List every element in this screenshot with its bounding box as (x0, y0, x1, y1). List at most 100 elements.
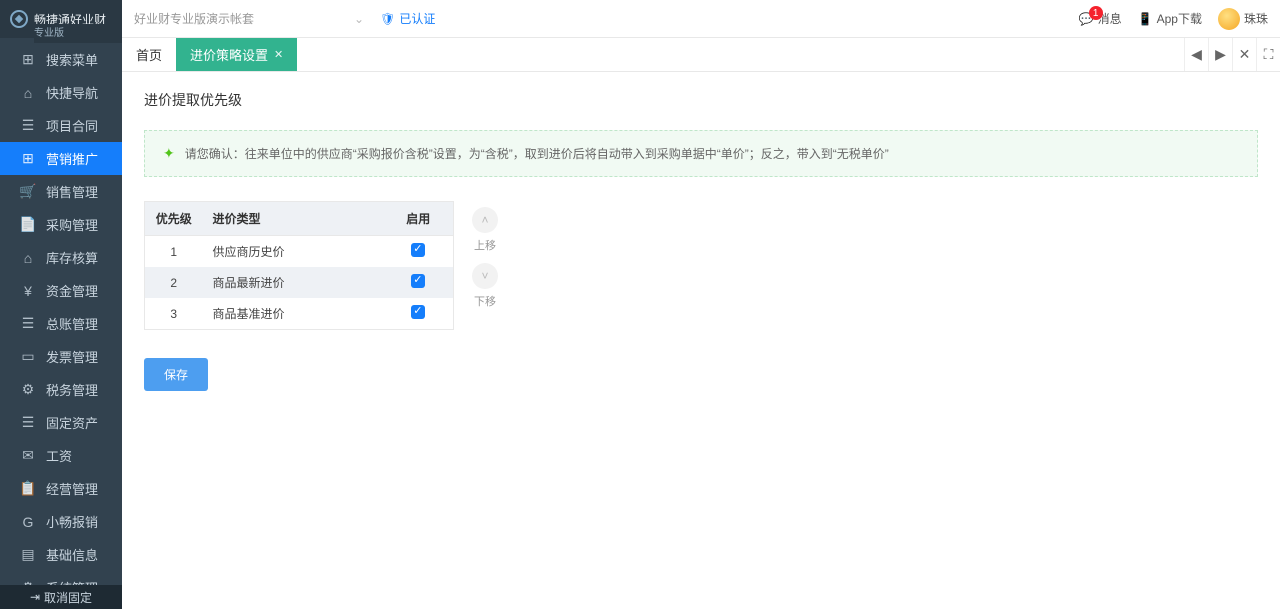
nav-icon: G (20, 514, 36, 530)
nav-icon: ☰ (20, 316, 36, 332)
nav-icon: ▭ (20, 349, 36, 365)
nav-icon: ✉ (20, 448, 36, 464)
nav-label: 总账管理 (46, 314, 98, 333)
sidebar-item-7[interactable]: ¥ 资金管理 (0, 274, 122, 307)
notice-banner: ✦ 请您确认：往来单位中的供应商“采购报价含税”设置，为“含税”，取到进价后将自… (144, 130, 1258, 177)
sidebar-item-9[interactable]: ▭发票管理 (0, 340, 122, 373)
page-title: 进价提取优先级 (144, 90, 1258, 110)
verified-badge[interactable]: 🛡 已认证 (380, 10, 435, 27)
priority-table: 优先级 进价类型 启用 1供应商历史价2商品最新进价3商品基准进价 (144, 201, 454, 330)
user-menu[interactable]: 珠珠 (1218, 8, 1268, 30)
move-up-label: 上移 (474, 237, 496, 253)
tab-label: 进价策略设置 (190, 45, 268, 64)
checkbox[interactable] (411, 274, 425, 288)
pin-icon: ⇥ (30, 590, 40, 604)
brand-logo-icon (10, 10, 28, 28)
phone-icon: 📱 (1138, 12, 1153, 26)
main: 好业财专业版演示帐套 ⌄ 🛡 已认证 💬 消息 1 📱 App下载 珠珠 (122, 0, 1280, 609)
chevron-down-icon: ⌄ (354, 12, 364, 26)
download-label: App下载 (1157, 10, 1202, 27)
save-button[interactable]: 保存 (144, 358, 208, 391)
nav-icon: ⊞ (20, 52, 36, 68)
nav-icon: ⚙ (20, 382, 36, 398)
sidebar: 畅捷通好业财 专业版 ⊞搜索菜单⌂快捷导航☰项目合同⊞营销推广🛒销售管理📄采购管… (0, 0, 122, 609)
sidebar-item-13[interactable]: 📋 经营管理 (0, 472, 122, 505)
sidebar-item-12[interactable]: ✉ 工资 (0, 439, 122, 472)
sidebar-footer-label: 取消固定 (44, 589, 92, 606)
cell-enabled (384, 236, 454, 268)
messages-count: 1 (1089, 6, 1103, 20)
nav-label: 快捷导航 (46, 83, 98, 102)
sidebar-pin-toggle[interactable]: ⇥ 取消固定 (0, 585, 122, 609)
nav-icon: ⌂ (20, 85, 36, 101)
content: 进价提取优先级 ✦ 请您确认：往来单位中的供应商“采购报价含税”设置，为“含税”… (122, 72, 1280, 609)
nav-label: 搜索菜单 (46, 50, 98, 69)
sidebar-item-1[interactable]: ⌂ 快捷导航 (0, 76, 122, 109)
nav-label: 项目合同 (46, 116, 98, 135)
nav-icon: ⚙ (20, 580, 36, 586)
col-type: 进价类型 (203, 202, 384, 236)
cell-priority: 1 (145, 236, 203, 268)
nav-label: 工资 (46, 446, 72, 465)
sidebar-item-0[interactable]: ⊞ 搜索菜单 (0, 43, 122, 76)
tab-home[interactable]: 首页 (122, 38, 176, 71)
tabbar: 首页 进价策略设置 ✕ ◀ ▶ ✕ ⛶ (122, 38, 1280, 72)
nav-label: 经营管理 (46, 479, 98, 498)
sidebar-item-10[interactable]: ⚙ 税务管理 (0, 373, 122, 406)
tab-price-strategy[interactable]: 进价策略设置 ✕ (176, 38, 297, 71)
tab-next-button[interactable]: ▶ (1208, 38, 1232, 71)
nav-icon: ¥ (20, 283, 36, 299)
shield-icon: 🛡 (380, 12, 395, 26)
tab-controls: ◀ ▶ ✕ ⛶ (1184, 38, 1280, 71)
nav-label: 资金管理 (46, 281, 98, 300)
close-icon[interactable]: ✕ (274, 48, 283, 61)
nav-label: 税务管理 (46, 380, 98, 399)
nav-icon: 📄 (20, 217, 36, 233)
instance-name: 好业财专业版演示帐套 (134, 10, 254, 27)
download-button[interactable]: 📱 App下载 (1138, 10, 1202, 27)
nav-label: 小畅报销 (46, 512, 98, 531)
tab-label: 首页 (136, 45, 162, 64)
table-row[interactable]: 3商品基准进价 (145, 298, 454, 330)
tab-fullscreen-button[interactable]: ⛶ (1256, 38, 1280, 71)
cell-enabled (384, 298, 454, 330)
cell-type: 商品基准进价 (203, 298, 384, 330)
nav-icon: ⌂ (20, 250, 36, 266)
move-up-button[interactable]: ˄ (472, 207, 498, 233)
verified-label: 已认证 (399, 10, 435, 27)
cell-priority: 3 (145, 298, 203, 330)
cell-type: 商品最新进价 (203, 267, 384, 298)
sidebar-item-3[interactable]: ⊞ 营销推广 (0, 142, 122, 175)
instance-select[interactable]: 好业财专业版演示帐套 ⌄ (134, 10, 364, 27)
messages-button[interactable]: 💬 消息 1 (1079, 10, 1122, 27)
nav-icon: ⊞ (20, 151, 36, 167)
table-row[interactable]: 2商品最新进价 (145, 267, 454, 298)
cell-enabled (384, 267, 454, 298)
nav-icon: 📋 (20, 481, 36, 497)
sidebar-item-6[interactable]: ⌂ 库存核算 (0, 241, 122, 274)
avatar-icon (1218, 8, 1240, 30)
tab-close-all-button[interactable]: ✕ (1232, 38, 1256, 71)
sidebar-item-15[interactable]: ▤基础信息 (0, 538, 122, 571)
sidebar-item-8[interactable]: ☰ 总账管理 (0, 307, 122, 340)
topbar: 好业财专业版演示帐套 ⌄ 🛡 已认证 💬 消息 1 📱 App下载 珠珠 (122, 0, 1280, 38)
sidebar-item-4[interactable]: 🛒销售管理 (0, 175, 122, 208)
sidebar-item-5[interactable]: 📄 采购管理 (0, 208, 122, 241)
checkbox[interactable] (411, 305, 425, 319)
nav-icon: ▤ (20, 547, 36, 563)
tab-prev-button[interactable]: ◀ (1184, 38, 1208, 71)
cell-priority: 2 (145, 267, 203, 298)
nav-label: 采购管理 (46, 215, 98, 234)
nav-label: 库存核算 (46, 248, 98, 267)
checkbox[interactable] (411, 243, 425, 257)
move-down-button[interactable]: ˅ (472, 263, 498, 289)
nav-icon: ☰ (20, 118, 36, 134)
sidebar-item-11[interactable]: ☰固定资产 (0, 406, 122, 439)
sidebar-item-16[interactable]: ⚙系统管理 (0, 571, 122, 585)
nav-label: 固定资产 (46, 413, 98, 432)
sidebar-item-14[interactable]: G 小畅报销 (0, 505, 122, 538)
nav-label: 营销推广 (46, 149, 98, 168)
table-row[interactable]: 1供应商历史价 (145, 236, 454, 268)
user-name: 珠珠 (1244, 10, 1268, 27)
sidebar-item-2[interactable]: ☰ 项目合同 (0, 109, 122, 142)
